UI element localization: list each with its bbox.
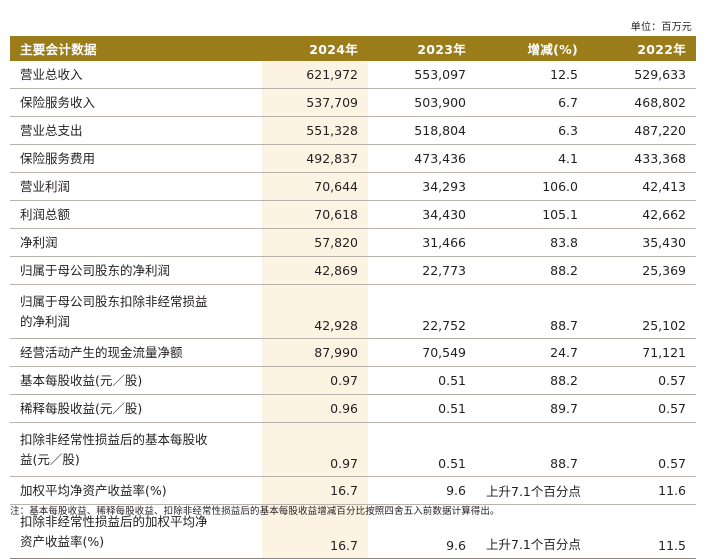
table-row: 归属于母公司股东的净利润 42,869 22,773 88.2 25,369 [10,256,696,285]
table-row: 加权平均净资产收益率(%) 16.7 9.6 上升7.1个百分点 11.6 [10,476,696,505]
financial-summary-page: 单位：百万元 主要会计数据 2024年 2023年 增减(%) 2022年 营业… [10,22,696,559]
cell-y2023: 9.6 [368,476,476,505]
row-label: 稀释每股收益(元／股) [10,394,262,423]
cell-y2024: 42,928 [262,284,368,339]
row-label: 经营活动产生的现金流量净额 [10,338,262,367]
key-accounting-data-table: 主要会计数据 2024年 2023年 增减(%) 2022年 营业总收入 621,… [10,36,696,559]
cell-y2024: 621,972 [262,61,368,89]
cell-y2023: 503,900 [368,88,476,117]
table-body: 营业总收入 621,972 553,097 12.5 529,633 保险服务收入 537,… [10,61,696,559]
cell-y2023: 70,549 [368,338,476,367]
cell-y2022: 25,102 [588,284,696,339]
row-label: 加权平均净资产收益率(%) [10,476,262,505]
table-row: 稀释每股收益(元／股) 0.96 0.51 89.7 0.57 [10,394,696,423]
cell-y2024: 87,990 [262,338,368,367]
cell-y2022: 71,121 [588,338,696,367]
cell-y2022: 0.57 [588,366,696,395]
cell-change: 88.7 [476,422,588,477]
cell-y2022: 0.57 [588,394,696,423]
table-row: 保险服务收入 537,709 503,900 6.7 468,802 [10,88,696,117]
row-label: 营业总支出 [10,116,262,145]
cell-y2024: 0.96 [262,394,368,423]
cell-change: 4.1 [476,144,588,173]
table-row: 净利润 57,820 31,466 83.8 35,430 [10,228,696,257]
cell-y2022: 11.6 [588,476,696,505]
cell-y2023: 22,752 [368,284,476,339]
cell-y2023: 0.51 [368,422,476,477]
cell-change: 88.2 [476,366,588,395]
cell-change: 6.3 [476,116,588,145]
cell-y2023: 22,773 [368,256,476,285]
cell-change: 6.7 [476,88,588,117]
cell-y2023: 553,097 [368,61,476,89]
column-header-y2024: 2024年 [262,36,368,61]
column-header-label: 主要会计数据 [10,36,262,61]
row-label: 净利润 [10,228,262,257]
cell-y2023: 473,436 [368,144,476,173]
row-label: 归属于母公司股东扣除非经常损益 的净利润 [10,284,262,339]
cell-y2023: 518,804 [368,116,476,145]
cell-y2022: 35,430 [588,228,696,257]
cell-y2023: 34,293 [368,172,476,201]
cell-y2022: 468,802 [588,88,696,117]
cell-change: 上升7.1个百分点 [476,476,588,505]
table-header: 主要会计数据 2024年 2023年 增减(%) 2022年 [10,36,696,61]
cell-y2022: 529,633 [588,61,696,89]
cell-y2024: 42,869 [262,256,368,285]
cell-y2022: 0.57 [588,422,696,477]
table-row: 营业总收入 621,972 553,097 12.5 529,633 [10,61,696,89]
row-label: 扣除非经常性损益后的基本每股收 益(元／股) [10,422,262,477]
cell-y2024: 57,820 [262,228,368,257]
cell-change: 24.7 [476,338,588,367]
table-row: 营业总支出 551,328 518,804 6.3 487,220 [10,116,696,145]
cell-y2023: 0.51 [368,394,476,423]
cell-change: 88.7 [476,284,588,339]
row-label: 营业总收入 [10,61,262,89]
cell-y2022: 487,220 [588,116,696,145]
row-label: 保险服务收入 [10,88,262,117]
unit-caption: 单位：百万元 [630,22,692,33]
table-row: 营业利润 70,644 34,293 106.0 42,413 [10,172,696,201]
column-header-y2022: 2022年 [588,36,696,61]
cell-y2023: 34,430 [368,200,476,229]
cell-y2022: 42,662 [588,200,696,229]
cell-y2024: 0.97 [262,366,368,395]
row-label: 利润总额 [10,200,262,229]
cell-change: 83.8 [476,228,588,257]
cell-change: 106.0 [476,172,588,201]
table-row: 保险服务费用 492,837 473,436 4.1 433,368 [10,144,696,173]
table-row: 利润总额 70,618 34,430 105.1 42,662 [10,200,696,229]
cell-y2023: 0.51 [368,366,476,395]
cell-y2022: 433,368 [588,144,696,173]
cell-change: 89.7 [476,394,588,423]
cell-y2024: 537,709 [262,88,368,117]
column-header-change: 增减(%) [476,36,588,61]
cell-change: 105.1 [476,200,588,229]
financial-table-container: 主要会计数据 2024年 2023年 增减(%) 2022年 营业总收入 621,… [10,36,696,559]
table-row: 经营活动产生的现金流量净额 87,990 70,549 24.7 71,121 [10,338,696,367]
cell-y2023: 31,466 [368,228,476,257]
table-row: 扣除非经常性损益后的基本每股收 益(元／股) 0.97 0.51 88.7 0.57 [10,422,696,477]
row-label: 保险服务费用 [10,144,262,173]
row-label: 基本每股收益(元／股) [10,366,262,395]
cell-y2024: 70,644 [262,172,368,201]
table-row: 基本每股收益(元／股) 0.97 0.51 88.2 0.57 [10,366,696,395]
cell-y2024: 492,837 [262,144,368,173]
cell-y2024: 0.97 [262,422,368,477]
cell-change: 88.2 [476,256,588,285]
table-row: 归属于母公司股东扣除非经常损益 的净利润 42,928 22,752 88.7 25,1… [10,284,696,339]
column-header-y2023: 2023年 [368,36,476,61]
table-footnote: 注：基本每股收益、稀释每股收益、扣除非经常性损益后的基本每股收益增减百分比按照四… [10,505,500,517]
cell-y2024: 16.7 [262,476,368,505]
cell-y2022: 25,369 [588,256,696,285]
table-header-row: 主要会计数据 2024年 2023年 增减(%) 2022年 [10,36,696,61]
cell-change: 12.5 [476,61,588,89]
row-label: 归属于母公司股东的净利润 [10,256,262,285]
cell-y2022: 42,413 [588,172,696,201]
row-label: 营业利润 [10,172,262,201]
cell-y2024: 551,328 [262,116,368,145]
cell-y2024: 70,618 [262,200,368,229]
